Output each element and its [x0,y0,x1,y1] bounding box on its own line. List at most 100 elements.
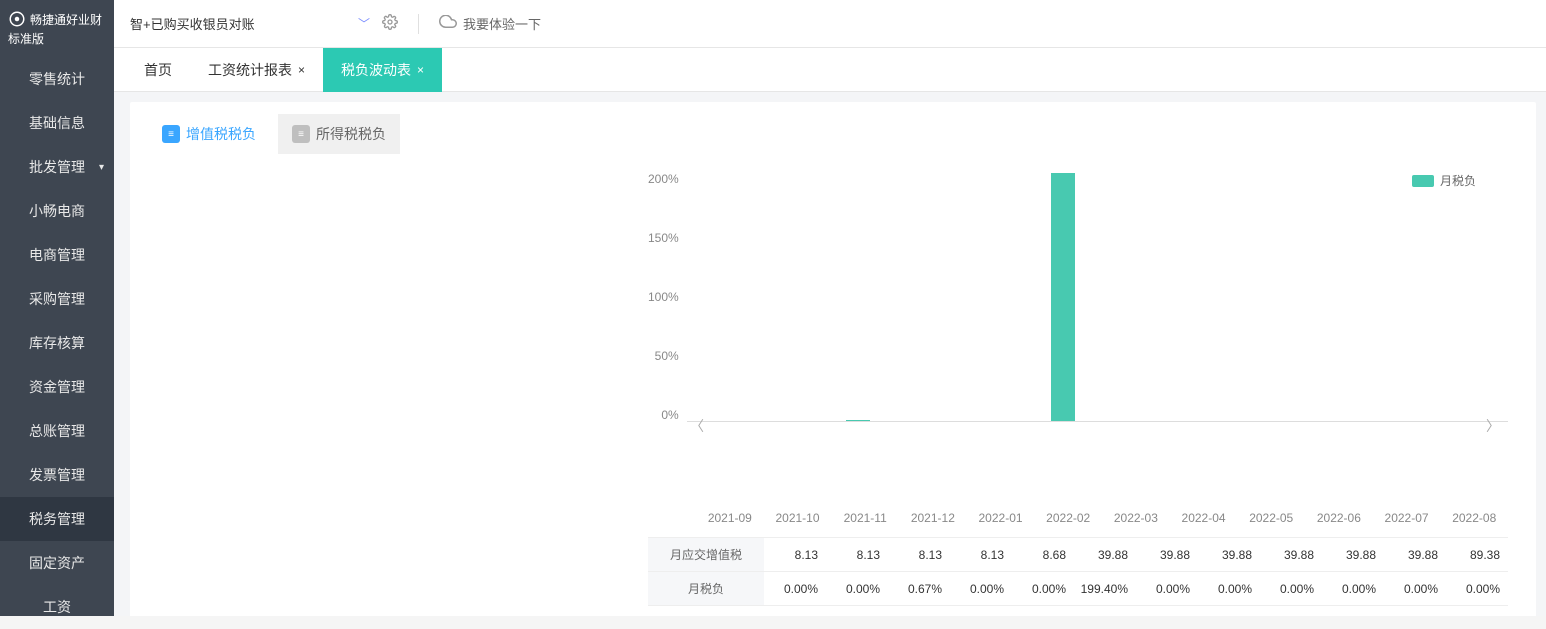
tab-2[interactable]: 税负波动表× [323,48,442,92]
x-tick: 2022-03 [1102,505,1170,531]
close-icon[interactable]: × [417,63,424,77]
chart-y-axis: 200%150%100%50%0% [648,172,687,422]
table-col-4: 8.680.00% [1012,538,1074,606]
table-cell: 0.00% [1012,572,1074,606]
chart-area: 200%150%100%50%0% [648,172,1508,505]
subtab-label: 所得税税负 [316,124,386,144]
chart-prev-icon[interactable]: 〈 [690,416,704,436]
subtab-0[interactable]: ≡ 增值税税负 [148,114,270,154]
table-row-header: 月应交增值税 [648,538,764,572]
sidebar-item-0[interactable]: 零售统计 [0,57,114,101]
table-cell: 199.40% [1074,572,1136,606]
sidebar-item-3[interactable]: 小畅电商 [0,189,114,233]
table-cell: 39.88 [1198,538,1260,572]
subtab-icon: ≡ [292,125,310,143]
sidebar-item-12[interactable]: 工资 [0,585,114,629]
chart-next-icon[interactable]: 〉 [1486,416,1500,436]
tab-0[interactable]: 首页 [126,48,190,92]
x-tick: 2021-12 [899,505,967,531]
table-col-3: 8.130.00% [950,538,1012,606]
x-tick: 2022-01 [967,505,1035,531]
brand-logo-area: 畅捷通好业财 标准版 [0,0,114,57]
x-tick: 2022-06 [1305,505,1373,531]
subtab-icon: ≡ [162,125,180,143]
chart-panel: 月税负 200%150%100%50%0% 〈 〉 2021-092021-10… [130,154,1536,616]
table-cell: 0.00% [1446,572,1508,606]
table-cell: 8.13 [826,538,888,572]
sidebar-item-5[interactable]: 采购管理 [0,277,114,321]
x-tick: 2022-05 [1237,505,1305,531]
table-col-1: 8.130.00% [826,538,888,606]
x-tick: 2021-11 [831,505,899,531]
brand-edition: 标准版 [8,30,44,47]
table-row-headers: 月应交增值税月税负 [648,538,764,606]
close-icon[interactable]: × [298,63,305,77]
table-row-header: 月税负 [648,572,764,606]
x-tick: 2022-02 [1034,505,1102,531]
table-cell: 0.00% [1322,572,1384,606]
bar-5 [1051,173,1075,421]
chevron-down-icon: ﹀ [358,15,370,32]
tab-label: 工资统计报表 [208,60,292,80]
table-col-6: 39.880.00% [1136,538,1198,606]
table-cell: 8.13 [950,538,1012,572]
experience-label: 我要体验一下 [463,14,541,33]
table-col-10: 39.880.00% [1384,538,1446,606]
subtab-label: 增值税税负 [186,124,256,144]
table-col-9: 39.880.00% [1322,538,1384,606]
table-cell: 39.88 [1322,538,1384,572]
brand-logo-icon [8,10,26,28]
subtab-1[interactable]: ≡ 所得税税负 [278,114,400,154]
sidebar-item-1[interactable]: 基础信息 [0,101,114,145]
y-tick: 150% [648,231,679,245]
x-tick: 2021-09 [696,505,764,531]
table-data-cols: 8.130.00%8.130.00%8.130.67%8.130.00%8.68… [764,538,1508,606]
subtabs: ≡ 增值税税负 ≡ 所得税税负 [130,102,1536,154]
table-cell: 0.00% [1136,572,1198,606]
table-cell: 89.38 [1446,538,1508,572]
sidebar-item-2[interactable]: 批发管理▾ [0,145,114,189]
table-cell: 0.00% [1384,572,1446,606]
chart-plot [687,172,1508,422]
page-tabs: 首页工资统计报表×税负波动表× [114,48,1546,92]
brand-name: 畅捷通好业财 [30,11,102,28]
table-cell: 39.88 [1384,538,1446,572]
x-tick: 2021-10 [764,505,832,531]
sidebar: 畅捷通好业财 标准版 零售统计基础信息批发管理▾小畅电商电商管理采购管理库存核算… [0,0,114,616]
topbar: 智+已购买收银员对账 ﹀ 我要体验一下 [114,0,1546,48]
y-tick: 200% [648,172,679,186]
table-cell: 39.88 [1074,538,1136,572]
sidebar-item-4[interactable]: 电商管理 [0,233,114,277]
table-cell: 39.88 [1260,538,1322,572]
topbar-divider [418,14,419,34]
cloud-icon [439,15,457,32]
tab-1[interactable]: 工资统计报表 × [190,48,323,92]
caret-down-icon: ▾ [99,162,104,173]
sidebar-item-7[interactable]: 资金管理 [0,365,114,409]
x-tick: 2022-07 [1373,505,1441,531]
sidebar-item-9[interactable]: 发票管理 [0,453,114,497]
sidebar-item-10[interactable]: 税务管理 [0,497,114,541]
data-table: 月应交增值税月税负 8.130.00%8.130.00%8.130.67%8.1… [648,537,1508,606]
table-col-0: 8.130.00% [764,538,826,606]
x-tick: 2022-08 [1440,505,1508,531]
y-tick: 0% [661,408,678,422]
table-col-11: 89.380.00% [1446,538,1508,606]
table-cell: 0.00% [1198,572,1260,606]
sidebar-item-6[interactable]: 库存核算 [0,321,114,365]
table-cell: 0.00% [826,572,888,606]
main-area: 智+已购买收银员对账 ﹀ 我要体验一下 首页工资统计报表×税负波动表× [114,0,1546,616]
gear-icon[interactable] [382,14,398,33]
org-selector[interactable]: 智+已购买收银员对账 ﹀ [130,14,370,33]
sidebar-item-11[interactable]: 固定资产 [0,541,114,585]
table-cell: 8.13 [764,538,826,572]
org-selector-text: 智+已购买收银员对账 [130,14,255,33]
table-cell: 39.88 [1136,538,1198,572]
table-cell: 8.13 [888,538,950,572]
y-tick: 50% [655,349,679,363]
experience-link[interactable]: 我要体验一下 [439,14,541,33]
table-cell: 0.67% [888,572,950,606]
table-cell: 0.00% [1260,572,1322,606]
table-cell: 0.00% [950,572,1012,606]
sidebar-item-8[interactable]: 总账管理 [0,409,114,453]
